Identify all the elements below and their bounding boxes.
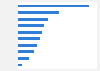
Bar [18,64,22,66]
Bar [18,57,29,60]
Bar [18,50,34,53]
Bar [18,24,44,27]
Bar [18,31,42,34]
Bar [18,5,88,7]
Bar [18,11,59,14]
Bar [18,44,37,47]
Bar [18,37,40,40]
Bar [18,18,48,21]
